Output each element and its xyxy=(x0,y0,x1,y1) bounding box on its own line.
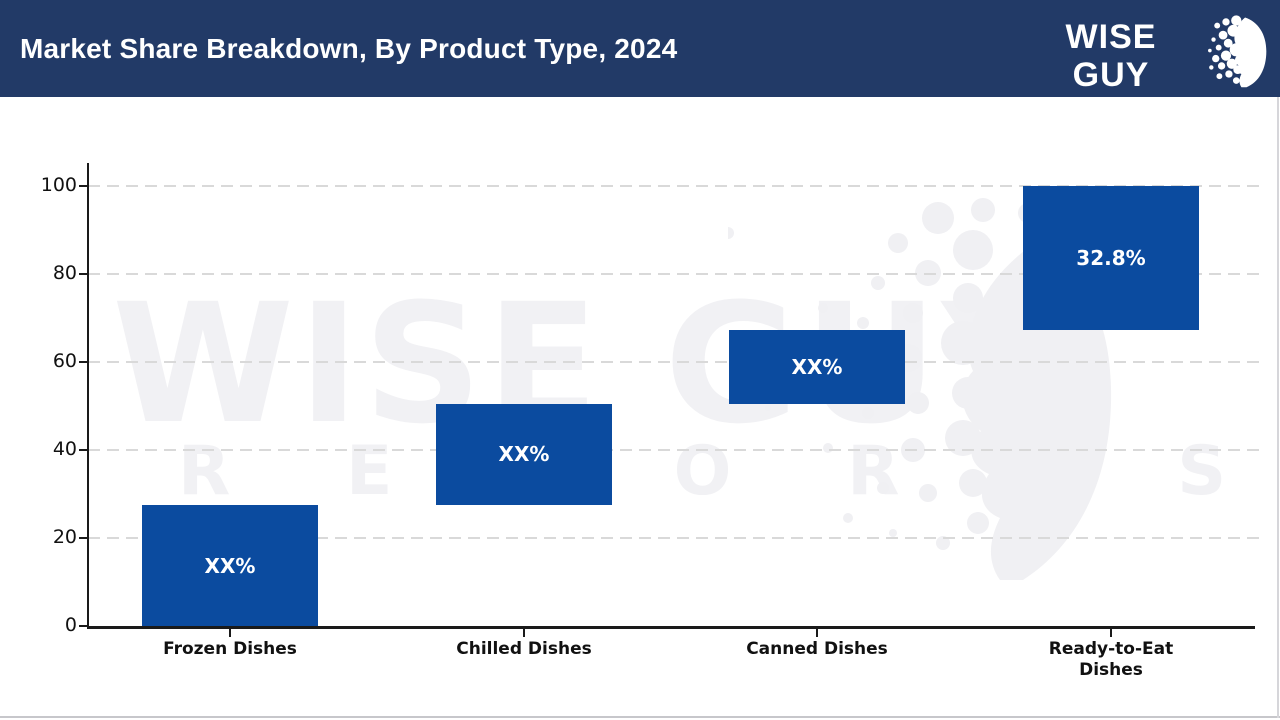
gridline xyxy=(88,185,1266,187)
x-axis-category-label: Frozen Dishes xyxy=(163,639,297,659)
y-axis-tick-label: 60 xyxy=(52,350,77,372)
frame-border-right xyxy=(1277,97,1279,718)
y-axis-tick xyxy=(79,449,87,451)
y-axis-tick-label: 0 xyxy=(64,614,77,636)
x-axis-category-label: Ready-to-Eat Dishes xyxy=(1048,639,1174,680)
y-axis-tick xyxy=(79,361,87,363)
x-axis-tick xyxy=(1110,628,1112,637)
gridline xyxy=(88,537,1266,539)
bar-ready-to-eat-dishes: 32.8% xyxy=(1023,186,1199,331)
x-axis-category-label: Chilled Dishes xyxy=(456,639,592,659)
y-axis-tick-label: 20 xyxy=(52,526,77,548)
logo-wordmark-line2: R E P O R T S xyxy=(1025,97,1197,130)
gridline xyxy=(88,361,1266,363)
x-axis-line xyxy=(87,626,1255,629)
bar-frozen-dishes: XX% xyxy=(142,505,318,626)
header-bar: Market Share Breakdown, By Product Type,… xyxy=(0,0,1280,130)
logo-wordmark: WISE GUY R E P O R T S xyxy=(1022,18,1200,132)
y-axis-tick-label: 80 xyxy=(52,262,77,284)
logo-head-icon xyxy=(1208,15,1267,88)
x-axis-tick xyxy=(816,628,818,637)
logo-wordmark-line1: WISE GUY xyxy=(1065,18,1157,94)
x-axis-tick xyxy=(229,628,231,637)
watermark-text-line2: R E P O R T S xyxy=(178,432,1273,511)
bar-canned-dishes: XX% xyxy=(729,330,905,404)
y-axis-tick xyxy=(79,537,87,539)
y-axis-tick xyxy=(79,273,87,275)
x-axis-tick xyxy=(523,628,525,637)
x-axis-category-label: Canned Dishes xyxy=(746,639,888,659)
y-axis-tick xyxy=(79,185,87,187)
y-axis-tick-label: 100 xyxy=(40,174,77,196)
y-axis-tick-label: 40 xyxy=(52,438,77,460)
wise-guy-reports-logo: WISE GUY R E P O R T S xyxy=(1022,4,1272,130)
bar-value-label: XX% xyxy=(204,553,256,578)
gridline xyxy=(88,273,1266,275)
bar-value-label: XX% xyxy=(791,355,843,380)
y-axis-line xyxy=(87,163,89,628)
frame-border-bottom xyxy=(0,716,1280,718)
y-axis-tick xyxy=(79,625,87,627)
page-title: Market Share Breakdown, By Product Type,… xyxy=(20,32,678,64)
gridline xyxy=(88,449,1266,451)
bar-chilled-dishes: XX% xyxy=(436,403,612,505)
bar-value-label: XX% xyxy=(498,442,550,467)
bar-value-label: 32.8% xyxy=(1076,246,1146,271)
